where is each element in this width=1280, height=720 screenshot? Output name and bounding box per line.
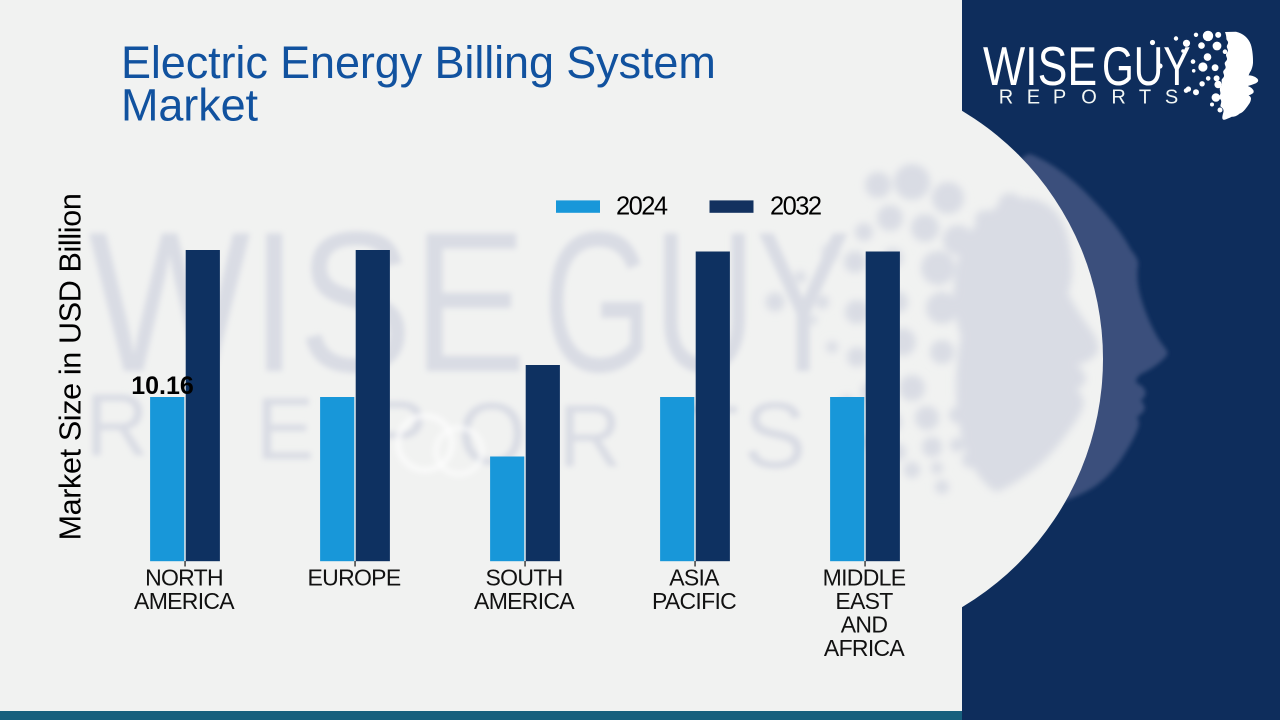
svg-text:R: R: [999, 87, 1013, 109]
svg-text:GUY: GUY: [1102, 36, 1191, 97]
svg-text:10.16: 10.16: [131, 372, 194, 400]
svg-text:AND: AND: [841, 612, 888, 638]
svg-text:2024: 2024: [616, 193, 668, 221]
svg-text:2032: 2032: [770, 193, 821, 221]
svg-text:SOUTH: SOUTH: [485, 565, 562, 591]
svg-text:WISE: WISE: [983, 36, 1097, 97]
svg-text:P: P: [1053, 87, 1066, 109]
svg-text:EUROPE: EUROPE: [308, 565, 401, 591]
svg-text:S: S: [1165, 87, 1178, 109]
svg-text:E: E: [1027, 87, 1040, 109]
svg-text:AMERICA: AMERICA: [474, 588, 575, 614]
svg-text:AFRICA: AFRICA: [824, 635, 906, 661]
svg-text:ASIA: ASIA: [669, 565, 720, 591]
svg-text:O: O: [1081, 87, 1097, 109]
svg-text:MIDDLE: MIDDLE: [823, 565, 906, 591]
svg-text:T: T: [1139, 87, 1151, 109]
svg-text:Market: Market: [121, 80, 259, 131]
svg-text:AMERICA: AMERICA: [134, 588, 235, 614]
svg-text:Market Size in USD Billion: Market Size in USD Billion: [54, 194, 88, 541]
svg-text:EAST: EAST: [835, 588, 893, 614]
svg-text:PACIFIC: PACIFIC: [652, 588, 736, 614]
svg-text:Electric Energy Billing System: Electric Energy Billing System: [121, 37, 716, 88]
svg-text:NORTH: NORTH: [145, 565, 223, 591]
svg-text:R: R: [1111, 87, 1125, 109]
